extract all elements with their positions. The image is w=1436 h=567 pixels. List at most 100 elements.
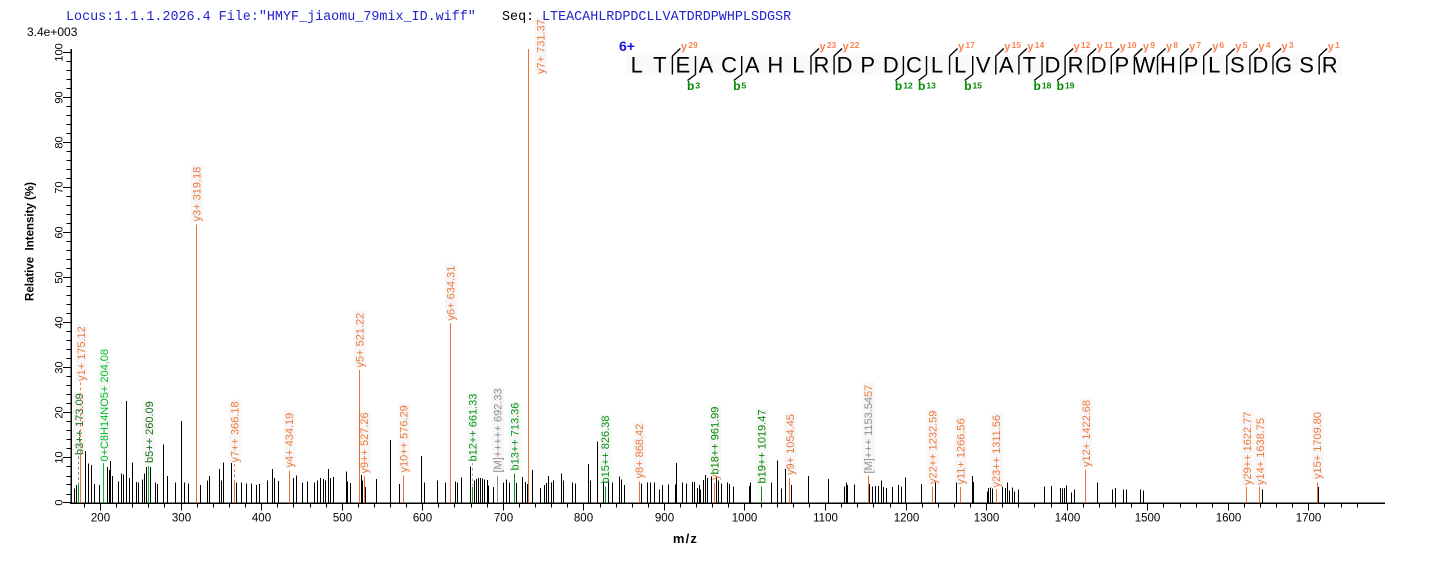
svg-text:y11+ 1266.56: y11+ 1266.56: [955, 418, 967, 484]
svg-text:300: 300: [172, 513, 191, 525]
svg-text:b15++ 826.38: b15++ 826.38: [600, 416, 612, 484]
svg-text:b3: b3: [687, 79, 700, 93]
svg-text:b5++ 260.09: b5++ 260.09: [144, 401, 156, 463]
svg-text:y29: y29: [681, 40, 698, 53]
svg-text:y17: y17: [958, 40, 975, 53]
svg-text:L: L: [792, 53, 804, 78]
svg-text:L: L: [954, 53, 966, 78]
svg-text:T: T: [653, 53, 666, 78]
svg-text:800: 800: [574, 513, 593, 525]
svg-text:y4+ 434.19: y4+ 434.19: [284, 413, 296, 468]
svg-text:200: 200: [91, 513, 110, 525]
svg-text:C: C: [721, 53, 737, 78]
svg-text:[M]+++++ 692.33: [M]+++++ 692.33: [492, 388, 504, 472]
svg-text:y15: y15: [1004, 40, 1021, 53]
svg-text:y15+ 1709.80: y15+ 1709.80: [1312, 412, 1324, 479]
svg-text:yb18++ 961.99: yb18++ 961.99: [710, 407, 722, 480]
svg-text:100: 100: [54, 43, 66, 61]
svg-text:b13: b13: [918, 79, 936, 93]
svg-text:A: A: [999, 53, 1014, 78]
svg-text:y9++ 527.26: y9++ 527.26: [359, 412, 371, 473]
svg-text:40: 40: [54, 316, 66, 328]
svg-text:y7+ 731.37: y7+ 731.37: [536, 19, 548, 74]
svg-text:D: D: [837, 53, 853, 78]
svg-text:400: 400: [252, 513, 271, 525]
svg-text:y3+ 319.18: y3+ 319.18: [192, 167, 204, 222]
svg-text:20: 20: [54, 406, 66, 418]
svg-text:y5+ 521.22: y5+ 521.22: [354, 313, 366, 368]
svg-text:y12: y12: [1074, 40, 1091, 53]
svg-text:H: H: [767, 53, 783, 78]
svg-text:[M]+++ 1153.5457: [M]+++ 1153.5457: [863, 385, 875, 474]
svg-text:D: D: [883, 53, 899, 78]
svg-text:1500: 1500: [1135, 513, 1161, 525]
svg-text:S: S: [1299, 53, 1314, 78]
svg-text:Locus:1.1.1.2026.4 File:"HMYF_: Locus:1.1.1.2026.4 File:"HMYF_jiaomu_79m…: [66, 10, 476, 25]
svg-text:G: G: [1275, 53, 1292, 78]
svg-text:0: 0: [54, 499, 66, 505]
svg-text:500: 500: [333, 513, 352, 525]
svg-text:P: P: [1114, 53, 1129, 78]
svg-text:m/z: m/z: [673, 531, 698, 546]
svg-text:L: L: [931, 53, 943, 78]
svg-text:C: C: [906, 53, 922, 78]
svg-text:E: E: [676, 53, 691, 78]
svg-text:V: V: [976, 53, 991, 78]
svg-text:1000: 1000: [732, 513, 758, 525]
svg-text:D: D: [1045, 53, 1061, 78]
svg-text:y11: y11: [1097, 40, 1114, 53]
svg-text:b5: b5: [733, 79, 746, 93]
svg-text:y22++ 1232.59: y22++ 1232.59: [928, 411, 940, 484]
svg-text:1600: 1600: [1216, 513, 1242, 525]
svg-text:b15: b15: [964, 79, 982, 93]
svg-text:y10: y10: [1120, 40, 1137, 53]
svg-text:70: 70: [54, 181, 66, 193]
svg-text:b3++ 173.09: b3++ 173.09: [74, 393, 86, 455]
svg-text:b13++ 713.36: b13++ 713.36: [509, 403, 521, 471]
svg-text:R: R: [814, 53, 830, 78]
svg-text:900: 900: [655, 513, 674, 525]
svg-text:60: 60: [54, 226, 66, 238]
svg-text:L: L: [631, 53, 643, 78]
svg-text:1100: 1100: [813, 513, 838, 525]
svg-text:P: P: [1184, 53, 1199, 78]
svg-text:R: R: [1068, 53, 1084, 78]
svg-text:S: S: [1230, 53, 1245, 78]
svg-text:A: A: [699, 53, 714, 78]
svg-text:b19: b19: [1057, 79, 1075, 93]
svg-text:y12+ 1422.68: y12+ 1422.68: [1081, 400, 1093, 467]
svg-text:y1+ 175.12: y1+ 175.12: [76, 326, 88, 381]
svg-text:50: 50: [54, 271, 66, 283]
svg-text:0+C8H14NO5+ 204.08: 0+C8H14NO5+ 204.08: [99, 349, 111, 462]
svg-text:D: D: [1091, 53, 1107, 78]
svg-text:Seq:: Seq:: [502, 10, 534, 25]
svg-text:y23: y23: [820, 40, 837, 53]
svg-text:y9+ 1054.45: y9+ 1054.45: [785, 414, 797, 475]
svg-text:1400: 1400: [1055, 513, 1081, 525]
svg-text:H: H: [1160, 53, 1176, 78]
svg-text:600: 600: [413, 513, 432, 525]
svg-text:R: R: [1322, 53, 1338, 78]
svg-text:L: L: [1208, 53, 1220, 78]
svg-text:W: W: [1135, 53, 1156, 78]
svg-text:b19++ 1019.47: b19++ 1019.47: [756, 409, 768, 483]
svg-text:80: 80: [54, 136, 66, 148]
svg-text:700: 700: [494, 513, 513, 525]
svg-text:1200: 1200: [894, 513, 920, 525]
svg-text:b12: b12: [895, 79, 913, 93]
svg-text:P: P: [860, 53, 875, 78]
svg-text:y22: y22: [843, 40, 860, 53]
svg-text:1300: 1300: [974, 513, 1000, 525]
svg-text:y7++ 366.18: y7++ 366.18: [229, 401, 241, 462]
svg-text:LTEACAHLRDPDCLLVATDRDPWHPLSDGS: LTEACAHLRDPDCLLVATDRDPWHPLSDGSR: [542, 10, 791, 25]
svg-text:10: 10: [54, 451, 66, 463]
svg-text:y29++ 1622.77: y29++ 1622.77: [1242, 412, 1254, 485]
svg-text:D: D: [1252, 53, 1268, 78]
svg-text:y6+ 634.31: y6+ 634.31: [445, 266, 457, 321]
svg-text:y10++ 576.29: y10++ 576.29: [399, 405, 411, 472]
svg-text:b12++ 661.33: b12++ 661.33: [467, 394, 479, 462]
svg-text:6+: 6+: [619, 38, 635, 54]
svg-text:1700: 1700: [1296, 513, 1322, 525]
svg-text:y23++ 1311.56: y23++ 1311.56: [991, 415, 1003, 488]
svg-text:b18: b18: [1034, 79, 1052, 93]
